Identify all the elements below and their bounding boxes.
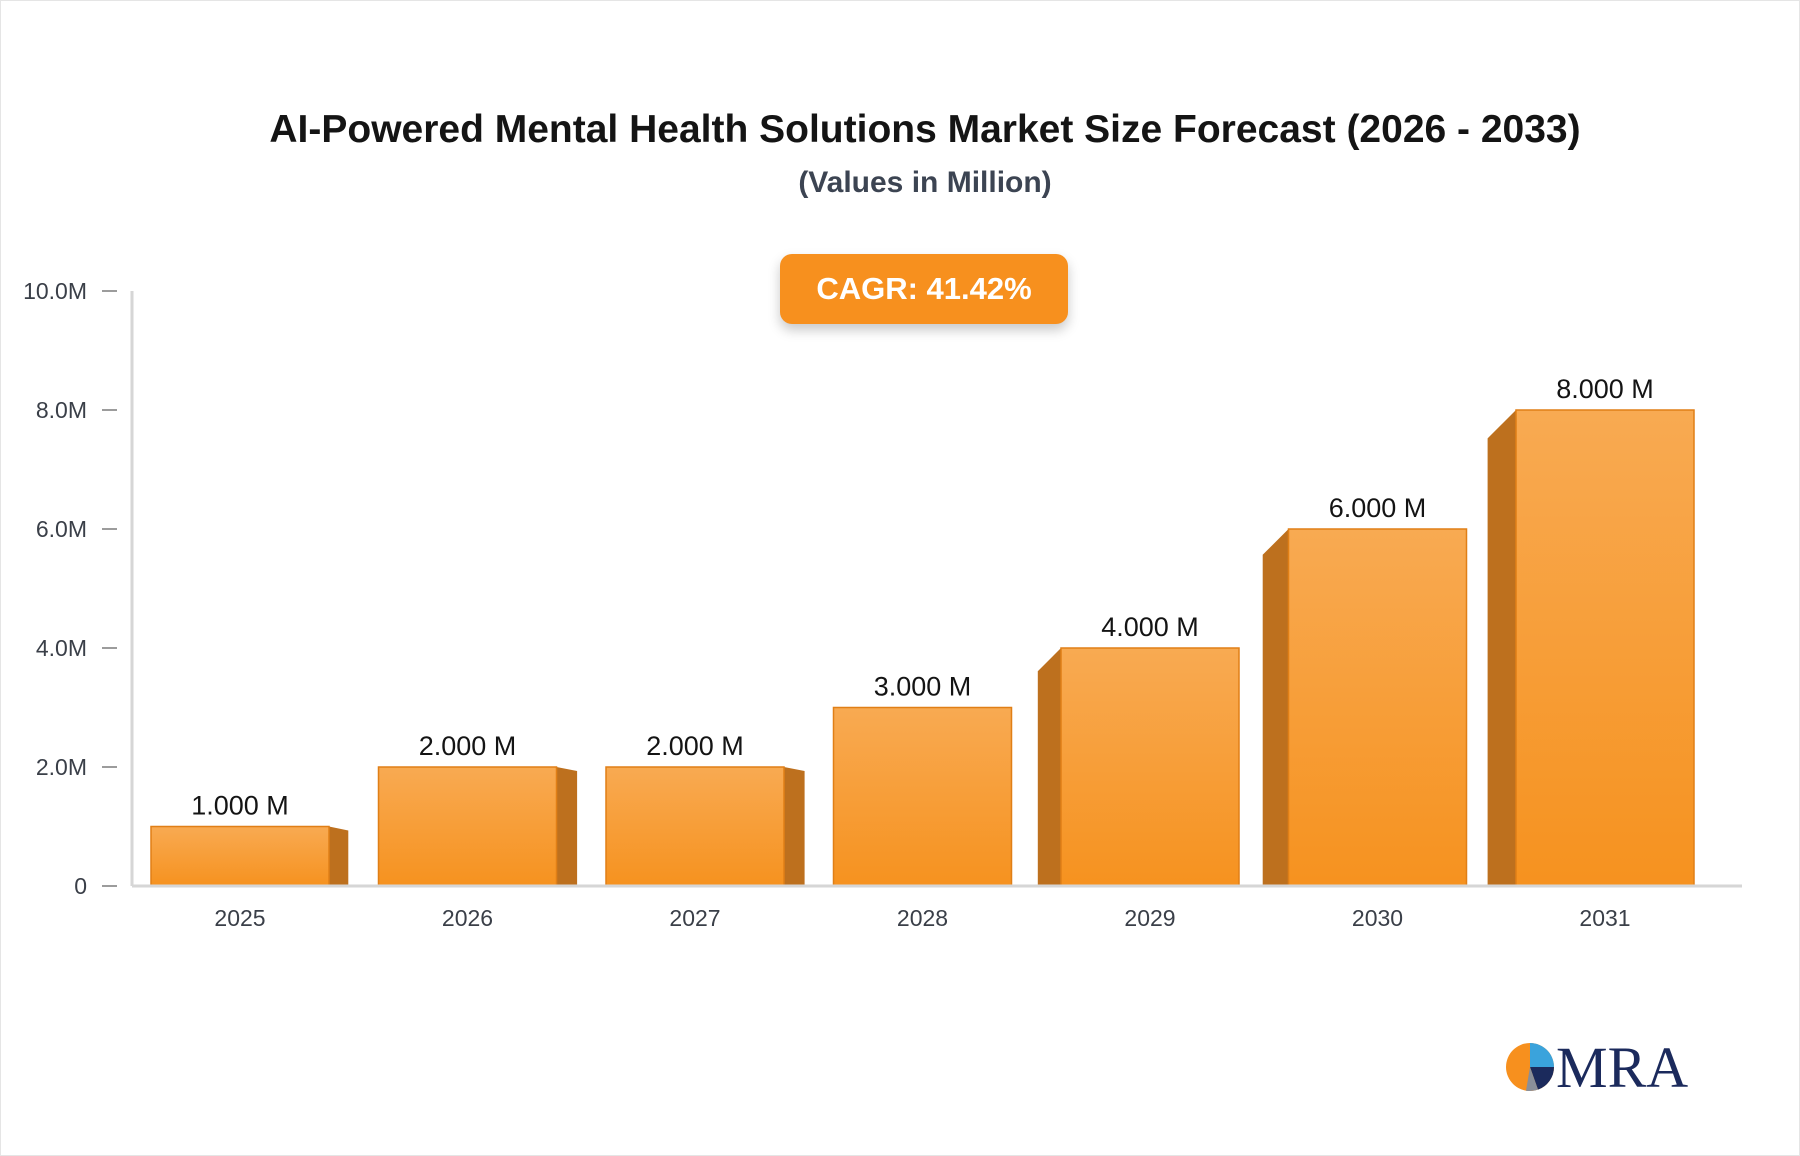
bars: 1.000 M 2.000 M 2.000 M 3.000 M 4.000 M 6.000…	[150, 374, 1695, 887]
bar-side	[1037, 648, 1061, 886]
bar-front	[605, 766, 785, 887]
bar-front	[150, 825, 330, 887]
x-axis: 2025 2026 2027 2028 2029 2030 2031	[132, 884, 1742, 931]
bar-2031: 8.000 M	[1487, 374, 1695, 887]
x-tick-label: 2030	[1352, 905, 1403, 931]
bar-front	[1515, 409, 1695, 887]
bar-2026: 2.000 M	[377, 731, 578, 887]
bar-2028: 3.000 M	[832, 672, 1013, 887]
bar-side	[556, 767, 578, 886]
y-tick-label: 0	[74, 873, 87, 899]
y-tick-label: 6.0M	[36, 516, 87, 542]
bar-front	[1060, 647, 1240, 887]
data-label: 1.000 M	[191, 791, 289, 821]
bar-2030: 6.000 M	[1262, 493, 1468, 887]
chart-title: AI-Powered Mental Health Solutions Marke…	[269, 108, 1581, 151]
data-label: 2.000 M	[419, 731, 517, 761]
x-tick-label: 2026	[442, 905, 493, 931]
data-label: 3.000 M	[874, 672, 972, 702]
data-label: 8.000 M	[1556, 374, 1654, 404]
mra-logo: MRA	[1506, 1035, 1688, 1095]
bar-side	[784, 767, 805, 886]
y-tick-label: 4.0M	[36, 635, 87, 661]
bar-front	[832, 706, 1013, 887]
bar-2027: 2.000 M	[605, 731, 805, 887]
pie-icon	[1506, 1043, 1554, 1092]
x-tick-label: 2028	[897, 905, 948, 931]
bar-side	[329, 826, 349, 886]
data-label: 6.000 M	[1329, 493, 1427, 523]
x-tick-label: 2027	[669, 905, 720, 931]
data-label: 4.000 M	[1101, 612, 1199, 642]
bar-front	[1287, 528, 1468, 887]
x-tick-label: 2031	[1579, 905, 1630, 931]
bar-2029: 4.000 M	[1037, 612, 1240, 887]
y-tick-label: 10.0M	[23, 278, 87, 304]
y-axis: 0 2.0M 4.0M 6.0M 8.0M 10.0M	[23, 278, 134, 899]
y-tick-label: 2.0M	[36, 754, 87, 780]
cagr-badge: CAGR: 41.42%	[780, 254, 1068, 324]
x-tick-label: 2029	[1124, 905, 1175, 931]
bar-side	[1487, 410, 1516, 886]
bar-side	[1262, 529, 1289, 886]
bar-front	[377, 766, 558, 887]
logo-text: MRA	[1556, 1035, 1688, 1095]
x-tick-label: 2025	[214, 905, 265, 931]
data-label: 2.000 M	[646, 731, 744, 761]
y-tick-label: 8.0M	[36, 397, 87, 423]
bar-2025: 1.000 M	[150, 791, 349, 887]
chart-subtitle: (Values in Million)	[798, 166, 1052, 199]
